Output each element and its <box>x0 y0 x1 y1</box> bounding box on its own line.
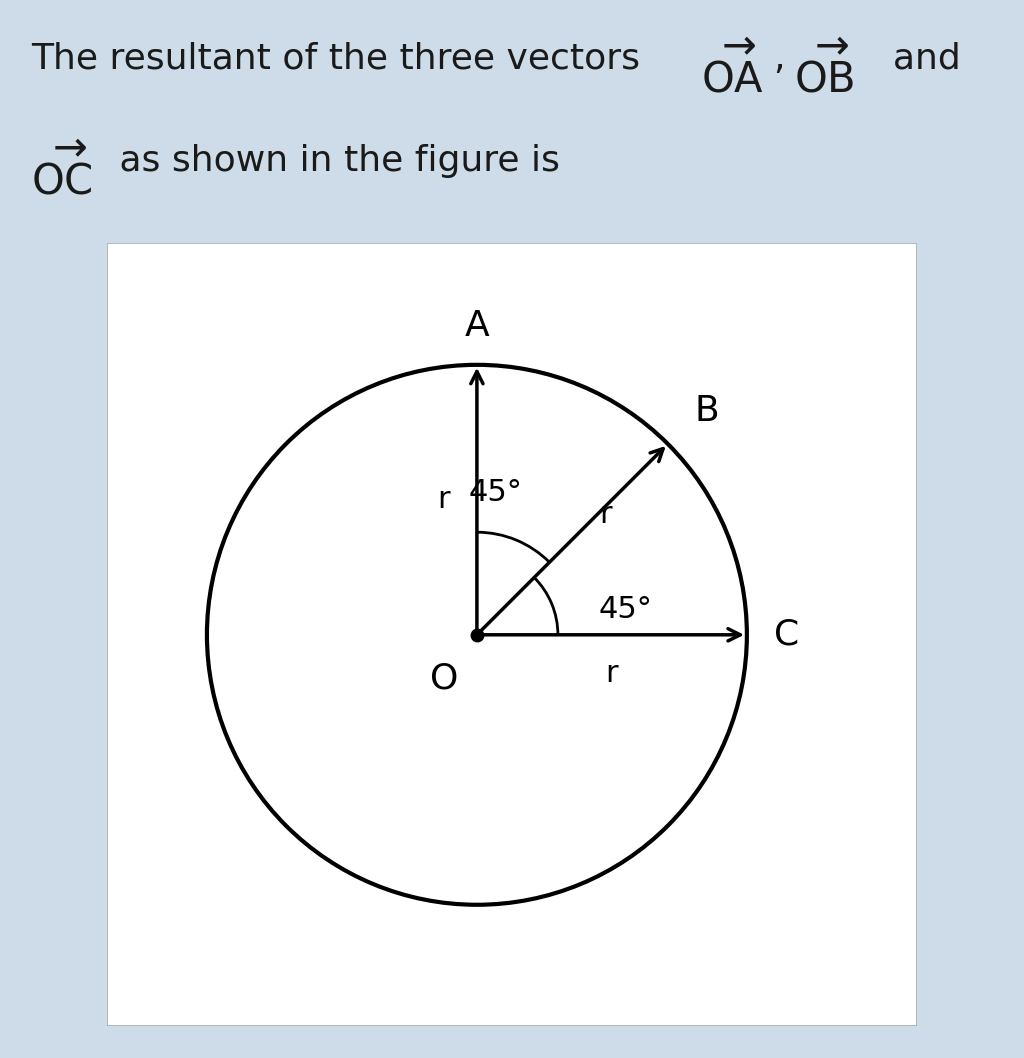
Text: r: r <box>437 486 450 514</box>
Text: $\mathsf{\overrightarrow{OC}}$: $\mathsf{\overrightarrow{OC}}$ <box>31 144 92 203</box>
Text: and: and <box>870 42 962 76</box>
Text: as shown in the figure is: as shown in the figure is <box>108 144 559 179</box>
Text: B: B <box>695 394 720 427</box>
Text: $\mathsf{\overrightarrow{OB}}$: $\mathsf{\overrightarrow{OB}}$ <box>794 42 854 102</box>
Text: 45°: 45° <box>468 478 522 507</box>
Text: ,: , <box>773 42 784 76</box>
Text: The resultant of the three vectors: The resultant of the three vectors <box>31 42 651 76</box>
Text: r: r <box>605 659 618 688</box>
Text: C: C <box>774 618 799 652</box>
Text: 45°: 45° <box>599 595 653 624</box>
Text: O: O <box>430 662 458 696</box>
Text: A: A <box>465 309 489 343</box>
Text: r: r <box>599 499 612 529</box>
Text: $\mathsf{\overrightarrow{OA}}$: $\mathsf{\overrightarrow{OA}}$ <box>701 42 764 102</box>
